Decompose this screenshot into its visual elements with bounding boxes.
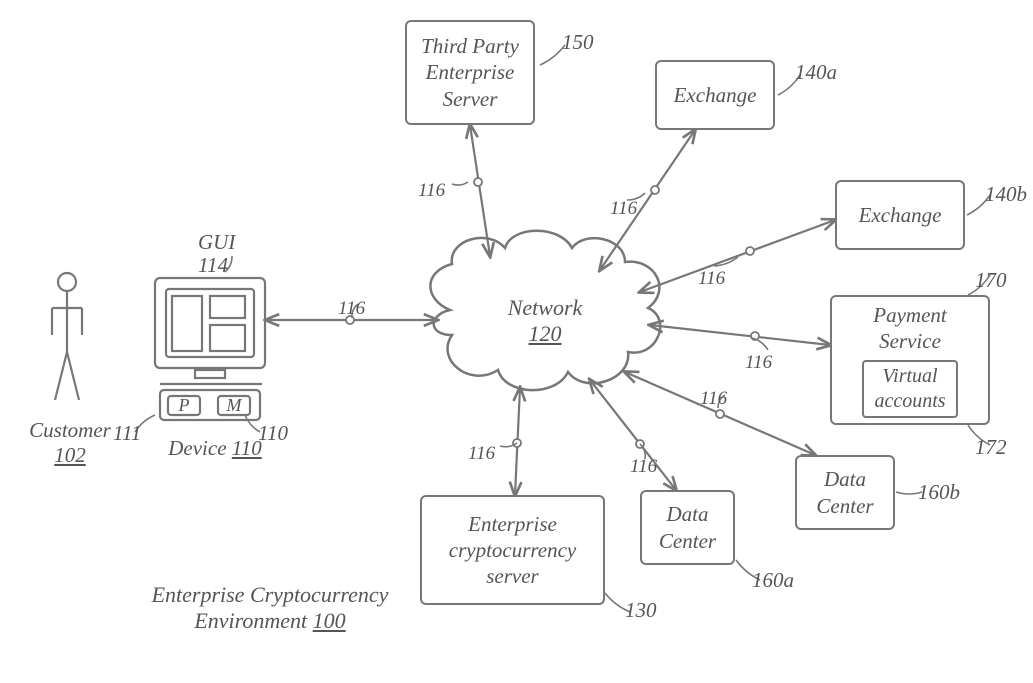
ref-170: 170 xyxy=(975,268,1007,293)
box-payment: PaymentService Virtualaccounts xyxy=(830,295,990,425)
edge-e-pay xyxy=(650,325,830,345)
exchange-a-label: Exchange xyxy=(674,82,757,108)
box-exchange-a: Exchange xyxy=(655,60,775,130)
datacenter-a-label: DataCenter xyxy=(659,501,716,554)
ref-111: 111 xyxy=(113,421,141,446)
ref-110: 110 xyxy=(258,421,288,446)
device-icon xyxy=(155,278,265,420)
edge-dot xyxy=(746,247,754,255)
leader-line xyxy=(714,257,738,266)
edge-ref-e-third: 116 xyxy=(418,180,445,202)
ref-172: 172 xyxy=(975,435,1007,460)
edge-ref-e-exA: 116 xyxy=(610,198,637,220)
leader-line xyxy=(452,182,468,185)
box-virtual-accounts: Virtualaccounts xyxy=(862,360,957,418)
exchange-b-label: Exchange xyxy=(859,202,942,228)
edge-dot xyxy=(716,410,724,418)
ref-140a: 140a xyxy=(795,60,837,85)
box-exchange-b: Exchange xyxy=(835,180,965,250)
third-party-label: Third PartyEnterpriseServer xyxy=(421,33,519,112)
env-title: Enterprise CryptocurrencyEnvironment 100 xyxy=(130,582,410,634)
network-label: Network 120 xyxy=(500,295,590,347)
box-datacenter-b: DataCenter xyxy=(795,455,895,530)
device-m: M xyxy=(226,395,243,415)
customer-icon xyxy=(52,273,82,400)
edge-dot xyxy=(474,178,482,186)
datacenter-b-label: DataCenter xyxy=(816,466,873,519)
edge-ref-e-exB: 116 xyxy=(698,268,725,290)
box-ent-server: Enterprisecryptocurrencyserver xyxy=(420,495,605,605)
edge-ref-e-pay: 116 xyxy=(745,352,772,374)
edge-e-exB xyxy=(640,220,835,292)
box-datacenter-a: DataCenter xyxy=(640,490,735,565)
device-p: P xyxy=(178,395,190,415)
edge-dot xyxy=(651,186,659,194)
ref-160a: 160a xyxy=(752,568,794,593)
ref-160b: 160b xyxy=(918,480,960,505)
payment-label: PaymentService xyxy=(873,302,946,355)
box-third-party: Third PartyEnterpriseServer xyxy=(405,20,535,125)
gui-ref: 114 xyxy=(198,253,228,278)
edge-e-third xyxy=(470,125,490,256)
edge-ref-e-dcB: 116 xyxy=(700,388,727,410)
customer-label: Customer 102 xyxy=(25,418,115,468)
ref-150: 150 xyxy=(562,30,594,55)
ref-140b: 140b xyxy=(985,182,1027,207)
gui-label: GUI xyxy=(198,230,235,255)
edge-ref-e-ent: 116 xyxy=(468,443,495,465)
edge-ref-e-device: 116 xyxy=(338,298,365,320)
ent-server-label: Enterprisecryptocurrencyserver xyxy=(449,511,577,590)
ref-130: 130 xyxy=(625,598,657,623)
edge-ref-e-dcA: 116 xyxy=(630,456,657,478)
